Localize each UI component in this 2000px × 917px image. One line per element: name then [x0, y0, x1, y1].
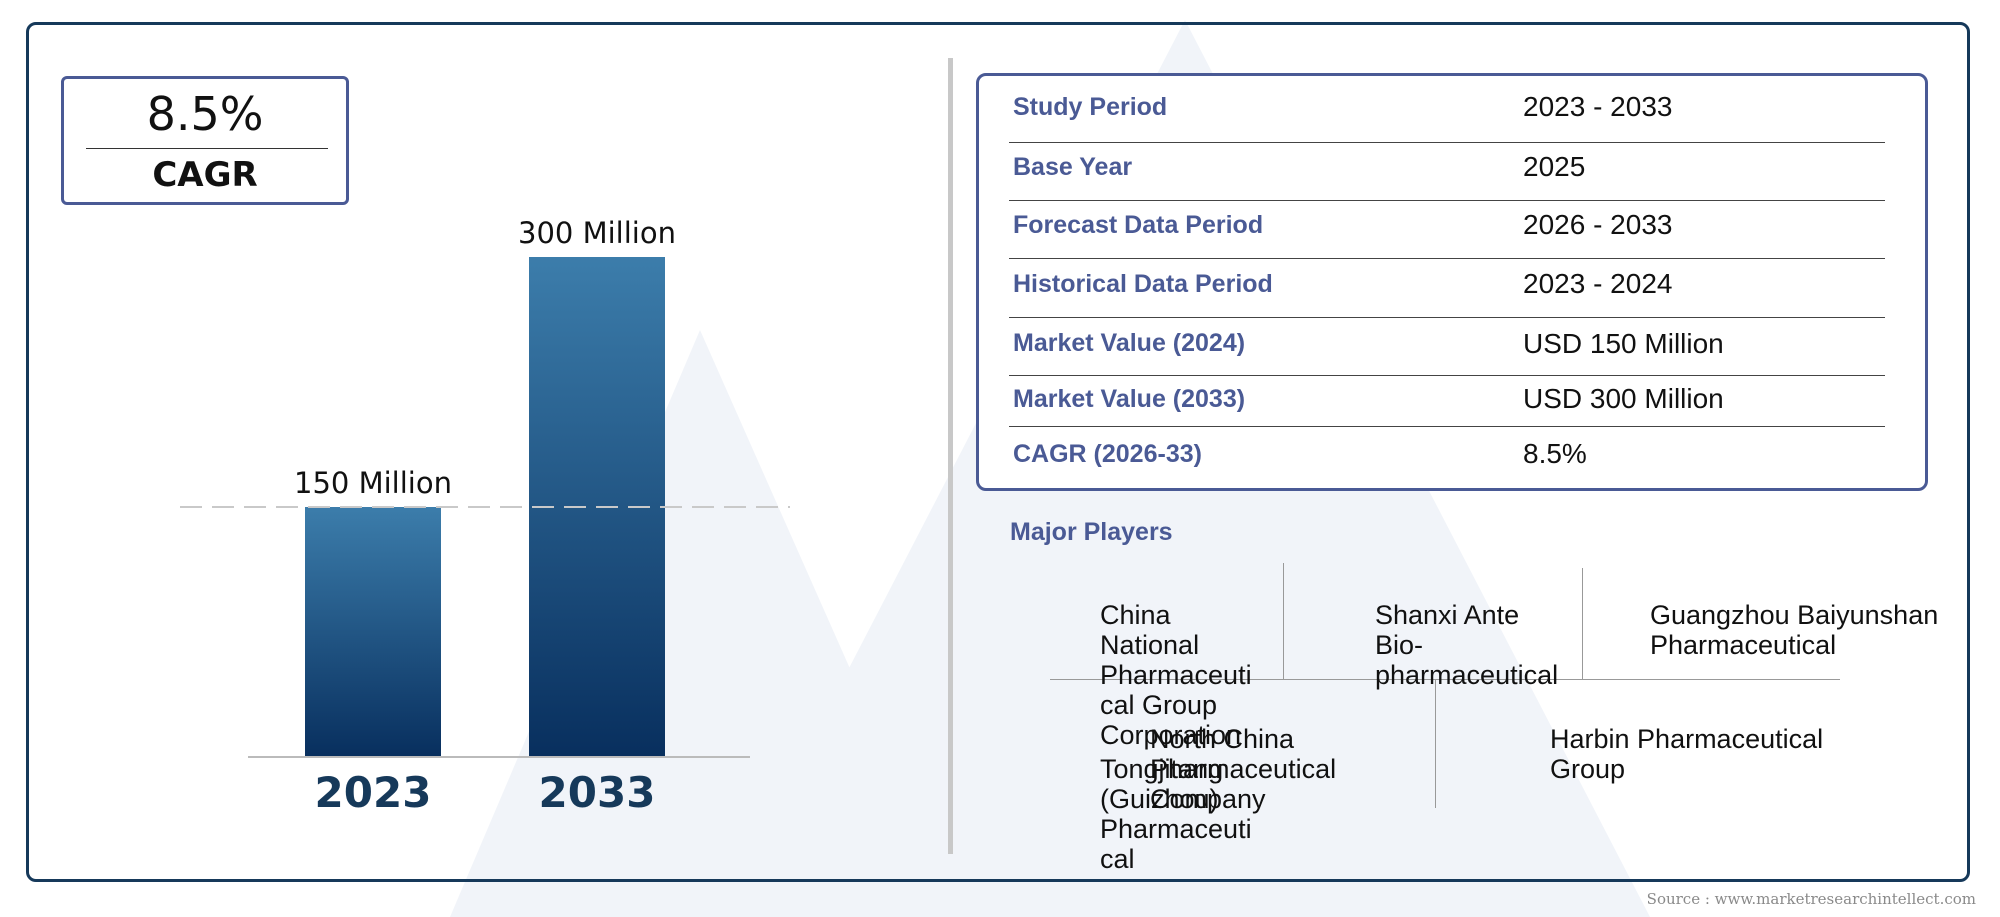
row-label: Forecast Data Period — [1013, 211, 1264, 239]
row-value: 8.5% — [1523, 438, 1587, 469]
row-label: Base Year — [1013, 153, 1133, 181]
row-value: USD 300 Million — [1523, 383, 1724, 414]
cagr-label: CAGR — [152, 155, 258, 195]
players-divider — [1435, 680, 1436, 808]
player-name: North China Pharmaceutical Company — [1150, 724, 1337, 814]
row-value: 2023 - 2033 — [1523, 91, 1673, 122]
player-name: Shanxi Ante Bio-pharmaceutical — [1375, 600, 1559, 690]
row-value: 2023 - 2024 — [1523, 268, 1673, 299]
row-label: Historical Data Period — [1013, 270, 1273, 298]
cagr-value: 8.5% — [146, 87, 264, 141]
table-row-cagr: CAGR (2026-33) 8.5% — [1009, 427, 1885, 484]
bar-2023 — [305, 507, 441, 757]
row-value: USD 150 Million — [1523, 328, 1724, 359]
source-note: Source : www.marketresearchintellect.com — [1646, 890, 1976, 908]
cagr-divider — [86, 148, 328, 149]
player-name: Harbin Pharmaceutical Group — [1550, 724, 1824, 784]
row-label: Market Value (2024) — [1013, 329, 1246, 357]
row-value: 2026 - 2033 — [1523, 209, 1673, 240]
category-label: 2033 — [539, 768, 656, 817]
row-value: 2025 — [1523, 151, 1586, 182]
players-divider — [1050, 679, 1840, 680]
player-name: China National Pharmaceutical Group Corp… — [1100, 600, 1252, 750]
table-row-forecast-period: Forecast Data Period 2026 - 2033 — [1009, 201, 1885, 259]
table-row-historical-period: Historical Data Period 2023 - 2024 — [1009, 259, 1885, 318]
category-label: 2023 — [315, 768, 432, 817]
bar-chart: 150 Million 2023 300 Million 2033 — [180, 216, 790, 817]
vertical-divider — [948, 58, 953, 854]
table-row-base-year: Base Year 2025 — [1009, 143, 1885, 201]
row-label: CAGR (2026-33) — [1013, 440, 1202, 468]
row-label: Market Value (2033) — [1013, 385, 1246, 413]
major-players-title: Major Players — [1010, 518, 1173, 546]
players-divider — [1582, 568, 1583, 679]
table-row-study-period: Study Period 2023 - 2033 — [1009, 76, 1885, 143]
infographic-frame — [26, 22, 1970, 882]
market-summary-table: Study Period 2023 - 2033 Base Year 2025 … — [976, 73, 1928, 491]
bar-value-label: 150 Million — [294, 466, 452, 500]
players-divider — [1283, 563, 1284, 679]
player-name: Guangzhou Baiyunshan Pharmaceutical — [1650, 600, 1939, 660]
player-name: Tongjitang (Guizhou) Pharmaceutical — [1100, 754, 1252, 874]
table-row-market-value-2024: Market Value (2024) USD 150 Million — [1009, 318, 1885, 376]
table-row-market-value-2033: Market Value (2033) USD 300 Million — [1009, 376, 1885, 427]
bar-value-label: 300 Million — [518, 216, 676, 250]
cagr-box: 8.5% CAGR — [61, 76, 349, 205]
row-label: Study Period — [1013, 93, 1168, 121]
